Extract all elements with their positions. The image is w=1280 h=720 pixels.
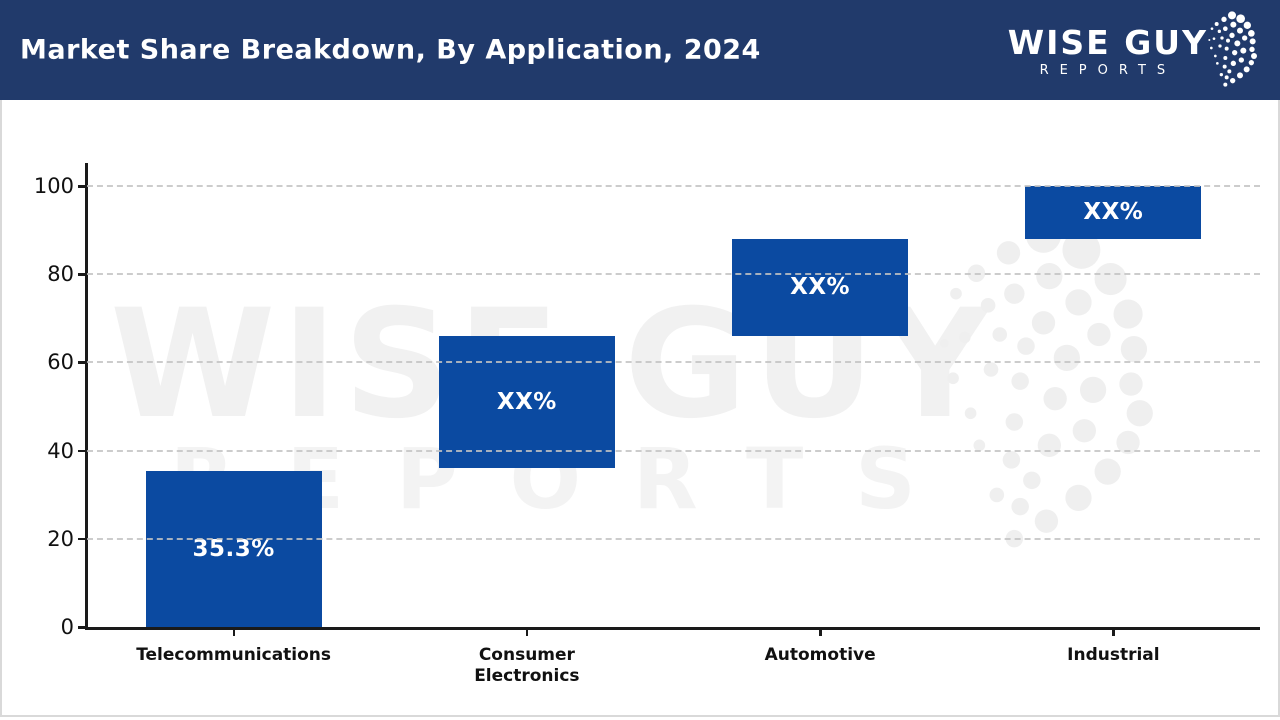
logo-face-icon	[1208, 11, 1257, 87]
y-axis-line	[85, 163, 88, 629]
bar-value-label: XX%	[1083, 199, 1144, 226]
watermark-face-icon	[939, 217, 1153, 548]
bar-consumer-electronics: XX%	[438, 335, 615, 469]
gridline-20	[87, 537, 1260, 540]
logo-wordmark: WISE GUY	[1007, 22, 1208, 62]
x-tick-label-automotive: Automotive	[764, 645, 876, 665]
gridline-40	[87, 449, 1260, 452]
y-tick-label-100: 100	[33, 174, 74, 198]
y-tick-mark-0	[78, 626, 87, 629]
y-tick-label-20: 20	[47, 526, 74, 551]
x-tick-mark-automotive	[819, 629, 822, 636]
gridline-80	[87, 273, 1260, 276]
logo-subtitle: REPORTS	[1039, 62, 1177, 78]
plot-area: 0 20 40 60 80 100 35.3% Telecommunications XX% Co…	[2, 100, 1278, 715]
x-tick-mark-industrial	[1112, 629, 1115, 636]
wise-guy-logo: WISE GUY REPORTS	[1008, 8, 1262, 92]
x-tick-label-industrial: Industrial	[1067, 645, 1160, 665]
y-tick-label-60: 60	[47, 350, 74, 375]
page-title: Market Share Breakdown, By Application, …	[20, 34, 761, 66]
x-tick-mark-consumer-electronics	[525, 629, 529, 636]
chart-canvas: WISE GUY REPORTS 0 20 40 60 80 100 35.3% Teleco…	[0, 100, 1280, 717]
y-tick-mark-20	[78, 537, 87, 541]
gridline-100	[87, 185, 1260, 187]
y-tick-label-0: 0	[60, 615, 74, 639]
bar-telecommunications: 35.3%	[145, 471, 322, 627]
gridline-60	[87, 361, 1260, 364]
bar-value-label: 35.3%	[192, 536, 275, 563]
x-axis-line	[85, 627, 1260, 630]
bar-value-label: XX%	[496, 389, 557, 416]
bar-value-label: XX%	[790, 274, 851, 301]
header: Market Share Breakdown, By Application, …	[0, 0, 1280, 100]
x-tick-mark-telecommunications	[232, 629, 236, 636]
x-tick-label-consumer-electronics: Consumer Electronics	[474, 645, 580, 686]
y-tick-mark-60	[78, 361, 87, 364]
bar-automotive: XX%	[732, 238, 909, 336]
y-tick-label-80: 80	[47, 262, 74, 287]
y-tick-mark-80	[78, 273, 87, 276]
y-tick-label-40: 40	[47, 438, 74, 463]
y-tick-mark-100	[78, 185, 87, 188]
x-tick-label-telecommunications: Telecommunications	[136, 645, 332, 665]
bar-industrial: XX%	[1025, 186, 1202, 239]
y-tick-mark-40	[78, 449, 87, 453]
